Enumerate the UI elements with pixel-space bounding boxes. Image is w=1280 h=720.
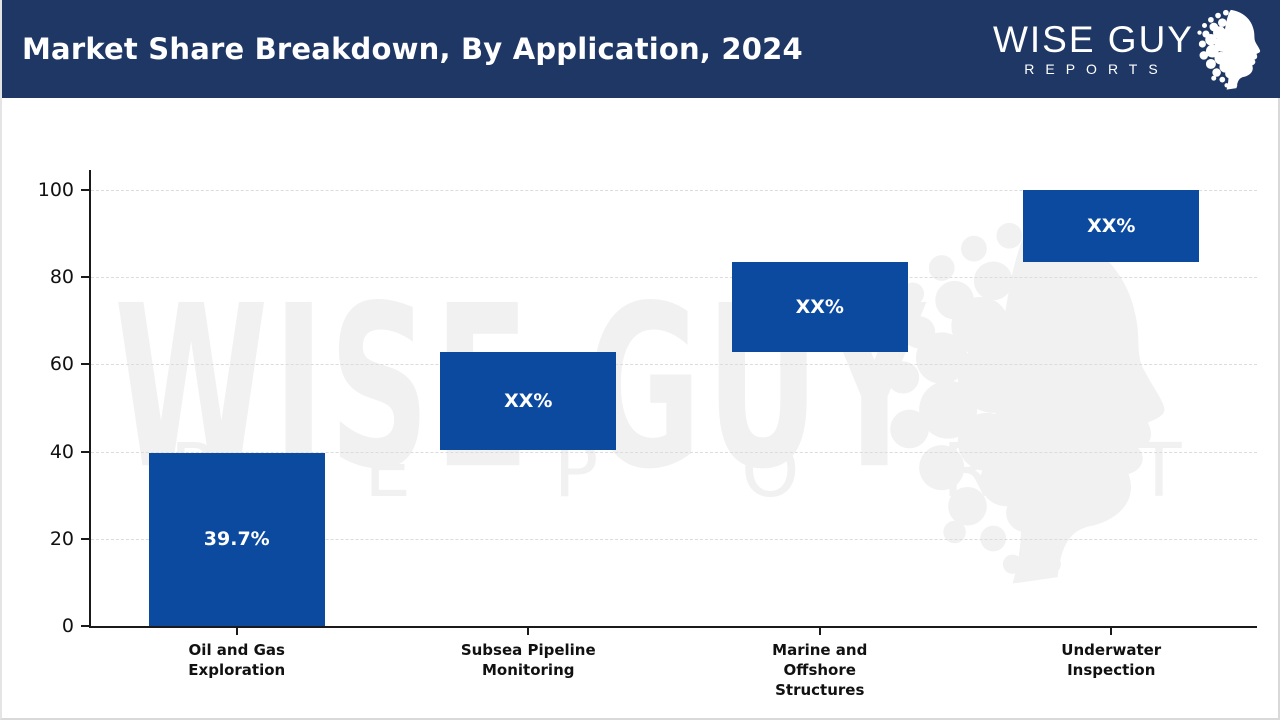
watermark-face-icon: [880, 222, 1165, 584]
y-tick-label-0: 0: [61, 615, 74, 637]
bar-value-label-2: XX%: [795, 295, 844, 318]
x-label-line: Marine and: [772, 641, 868, 659]
y-tick-label-40: 40: [49, 440, 74, 463]
x-label-line: Exploration: [188, 661, 286, 679]
x-category-label-1: Subsea Pipeline Monitoring: [383, 640, 675, 680]
x-category-label-0: Oil and Gas Exploration: [91, 640, 383, 680]
x-tick-mark-1: [527, 627, 530, 635]
x-label-line: Underwater: [1061, 641, 1162, 659]
x-label-line: Monitoring: [482, 661, 575, 679]
y-tick-mark-0: [81, 625, 89, 627]
y-tick-mark-60: [81, 363, 89, 366]
y-tick-label-80: 80: [49, 266, 74, 289]
x-label-line: Structures: [775, 681, 865, 699]
plot-area: 39.7% XX% XX% XX%: [91, 190, 1257, 626]
x-category-label-3: Underwater Inspection: [966, 640, 1258, 680]
x-label-line: Offshore: [783, 661, 856, 679]
gridline-y-100: [91, 190, 1257, 191]
y-tick-mark-80: [81, 276, 89, 279]
header: Market Share Breakdown, By Application, …: [2, 0, 1280, 98]
logo-wordmark-line2: REPORTS: [1024, 61, 1169, 77]
x-tick-mark-3: [1110, 627, 1113, 635]
logo-face-icon: [1197, 9, 1261, 90]
x-axis-spine: [89, 626, 1257, 628]
y-tick-label-60: 60: [49, 353, 74, 376]
logo-wordmark-line1: WISE GUY: [992, 19, 1194, 60]
gridline-y-60: [91, 364, 1257, 366]
x-category-label-2: Marine and Offshore Structures: [674, 640, 966, 700]
y-axis-spine: [89, 170, 91, 627]
gridline-y-20: [91, 538, 1257, 540]
y-tick-label-20: 20: [49, 527, 74, 550]
x-tick-mark-0: [235, 627, 238, 635]
y-tick-mark-100: [81, 189, 89, 191]
y-tick-mark-40: [81, 450, 89, 453]
x-label-line: Oil and Gas: [188, 641, 285, 659]
bar-segment-0: 39.7%: [148, 452, 325, 626]
page-title: Market Share Breakdown, By Application, …: [22, 32, 803, 66]
y-tick-label-100: 100: [37, 179, 74, 201]
chart-canvas: WISE GUY R E P O R T S 39.7%XX%XX%XX% 02…: [2, 98, 1280, 718]
gridline-y-40: [91, 451, 1257, 453]
bar-segment-3: XX%: [1023, 190, 1200, 262]
bar-segment-2: XX%: [731, 261, 908, 352]
bar-segment-1: XX%: [440, 352, 617, 451]
x-label-line: Subsea Pipeline: [460, 641, 596, 659]
logo-wordmark: WISE GUY REPORTS: [993, 21, 1194, 77]
gridline-y-80: [91, 277, 1257, 279]
x-tick-mark-2: [818, 627, 821, 635]
bar-value-label-0: 39.7%: [203, 528, 270, 551]
bar-value-label-1: XX%: [504, 390, 553, 413]
x-label-line: Inspection: [1067, 661, 1156, 679]
y-tick-mark-20: [81, 537, 89, 540]
brand-logo: WISE GUY REPORTS: [993, 6, 1268, 92]
bar-value-label-3: XX%: [1087, 214, 1136, 237]
